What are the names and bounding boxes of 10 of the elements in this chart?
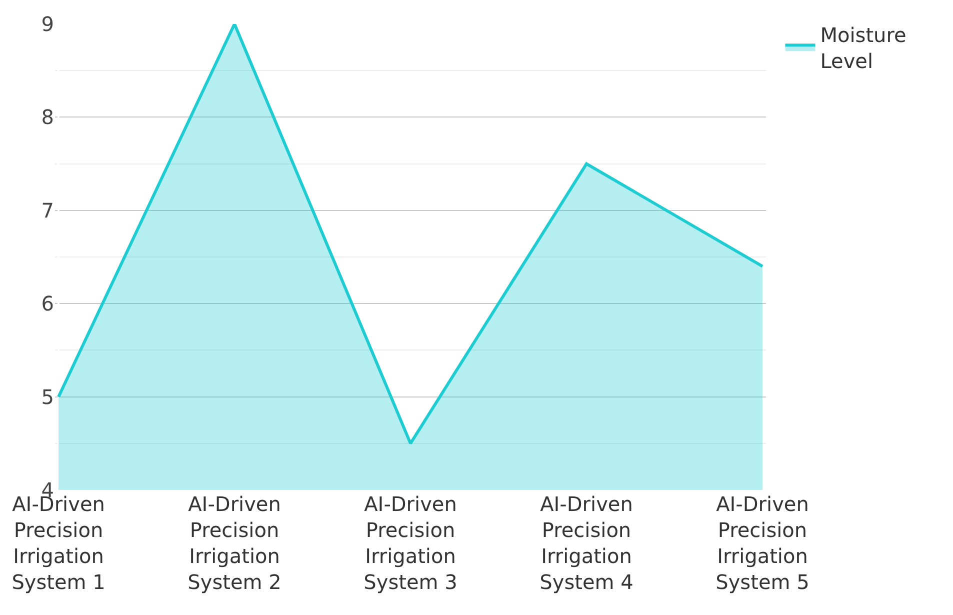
x-tick-label: AI-Driven Precision Irrigation System 5 (716, 492, 810, 594)
x-tick-label: AI-Driven Precision Irrigation System 2 (188, 492, 282, 594)
y-tick-label: 8 (41, 105, 54, 130)
y-tick-label: 9 (41, 12, 54, 36)
x-tick-label: AI-Driven Precision Irrigation System 3 (364, 492, 458, 594)
x-tick-label: AI-Driven Precision Irrigation System 4 (540, 492, 634, 594)
y-tick-label: 7 (41, 198, 54, 222)
y-tick-label: 6 (41, 292, 54, 316)
y-tick-label: 5 (41, 384, 54, 409)
legend-label: Moisture Level (820, 22, 906, 73)
